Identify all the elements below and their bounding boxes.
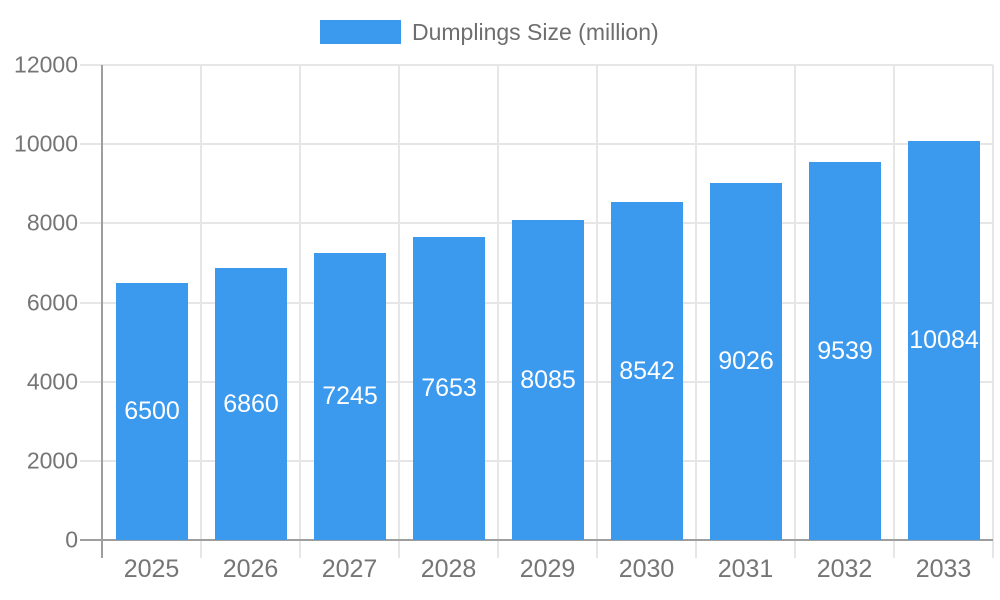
legend-swatch[interactable] [320,20,401,44]
bar[interactable]: 8085 [512,220,584,540]
y-axis-line [101,65,103,558]
bar[interactable]: 7245 [314,253,386,540]
x-axis-tick-label: 2028 [420,555,477,583]
y-axis-tick-label: 0 [65,526,78,553]
bar[interactable]: 6860 [215,268,287,540]
x-axis-tick-label: 2026 [222,555,279,583]
y-axis-tick-label: 12000 [14,51,78,78]
y-axis-tick-label: 6000 [26,289,78,316]
x-axis-tick-label: 2033 [915,555,972,583]
y-axis-tick-label: 4000 [26,368,78,395]
bar-value-label: 7653 [421,374,477,402]
bar[interactable]: 6500 [116,283,188,540]
gridline-vertical [398,65,400,558]
x-axis-line [80,539,993,541]
x-axis-tick-label: 2030 [618,555,675,583]
x-axis-tick-label: 2029 [519,555,576,583]
y-axis-tick-label: 2000 [26,447,78,474]
bar-value-label: 7245 [322,382,378,410]
gridline-vertical [992,65,994,558]
x-axis-tick-label: 2032 [816,555,873,583]
x-axis-tick-label: 2025 [123,555,180,583]
bar-value-label: 9026 [718,347,774,375]
bar[interactable]: 9539 [809,162,881,540]
legend-label: Dumplings Size (million) [412,19,659,45]
gridline-vertical [200,65,202,558]
gridline-vertical [497,65,499,558]
x-axis-tick-label: 2027 [321,555,378,583]
bar-value-label: 6500 [124,397,180,425]
bar-value-label: 10084 [909,326,979,354]
gridline-vertical [695,65,697,558]
gridline-horizontal [80,64,993,66]
bar[interactable]: 8542 [611,202,683,540]
bar[interactable]: 9026 [710,183,782,540]
gridline-vertical [299,65,301,558]
gridline-horizontal [80,143,993,145]
gridline-vertical [794,65,796,558]
y-axis-tick-label: 8000 [26,209,78,236]
y-axis-tick-label: 10000 [14,130,78,157]
bar[interactable]: 7653 [413,237,485,540]
bar-value-label: 6860 [223,389,279,418]
gridline-vertical [596,65,598,558]
bar[interactable]: 10084 [908,141,980,540]
legend: Dumplings Size (million) [320,20,659,44]
bar-value-label: 9539 [817,336,873,365]
bar-value-label: 8542 [619,356,675,385]
x-axis-tick-label: 2031 [717,555,774,583]
gridline-vertical [893,65,895,558]
bar-value-label: 8085 [520,365,576,394]
